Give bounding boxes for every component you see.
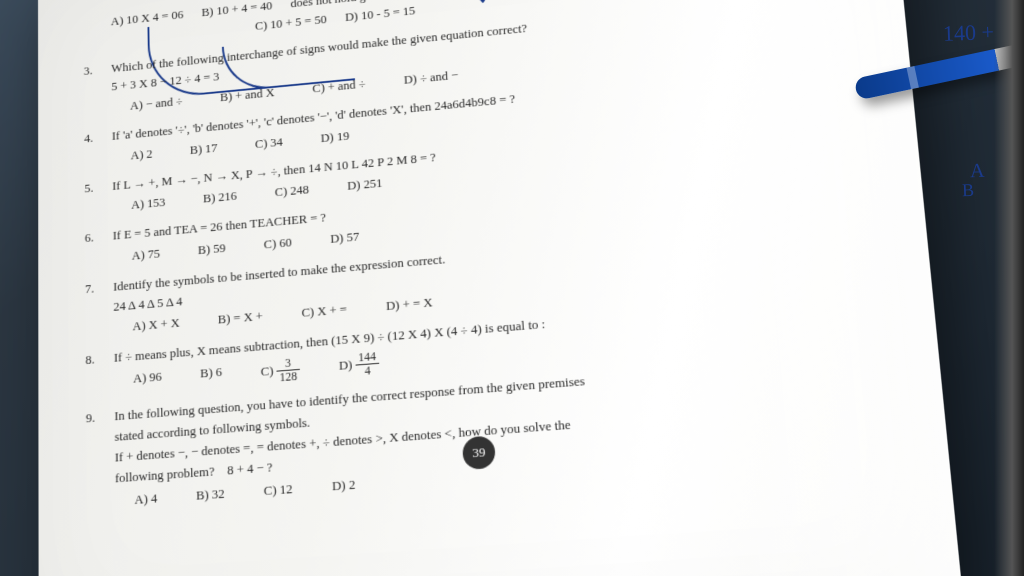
worksheet-page: A) 10 X 4 = 06 B) 10 + 4 = 40 does not h… [38, 0, 963, 576]
question-number: 8. [85, 350, 94, 371]
handwritten-note-top: 140 + [943, 19, 995, 47]
option: C) 3128 [260, 356, 300, 386]
page-edge-shadow [994, 0, 1024, 576]
option: A) 75 [132, 244, 160, 266]
option: A) 96 [133, 367, 162, 396]
option: A) X + X [132, 313, 179, 337]
option: B) 59 [198, 238, 226, 260]
option: C) 12 [263, 478, 292, 501]
option: C) 248 [275, 180, 310, 203]
option: B) 6 [200, 362, 222, 390]
question-number: 4. [84, 129, 93, 149]
question-number: 7. [85, 279, 94, 300]
question-number: 3. [84, 61, 93, 81]
option: B) 32 [196, 483, 225, 506]
option: D) 57 [330, 227, 360, 249]
option: D) + = X [386, 293, 434, 317]
question-number: 5. [84, 178, 93, 198]
option: C) + and ÷ [312, 75, 366, 99]
question-list: A) 10 X 4 = 06 B) 10 + 4 = 40 does not h… [111, 0, 885, 512]
page-number: 39 [472, 442, 486, 464]
question-number: 9. [86, 408, 95, 429]
option: D) 251 [347, 174, 383, 197]
option: C) 34 [255, 132, 283, 154]
option: B) 17 [190, 138, 218, 160]
option: B) + and X [220, 83, 275, 107]
option: C) 60 [263, 233, 292, 255]
option: A) 4 [134, 488, 157, 510]
handwritten-note-b: B [962, 180, 975, 201]
option: B) = X + [218, 307, 263, 331]
option: D) 1444 [338, 350, 379, 380]
question-number: 6. [85, 228, 94, 248]
option: D) ÷ and − [403, 66, 458, 91]
option: D) 19 [320, 126, 349, 148]
option: A) 153 [131, 193, 165, 216]
option: B) 216 [203, 187, 237, 210]
option: C) X + = [301, 300, 347, 324]
option: A) − and ÷ [130, 92, 183, 116]
option: A) 2 [130, 144, 152, 165]
option: D) 2 [332, 474, 356, 497]
